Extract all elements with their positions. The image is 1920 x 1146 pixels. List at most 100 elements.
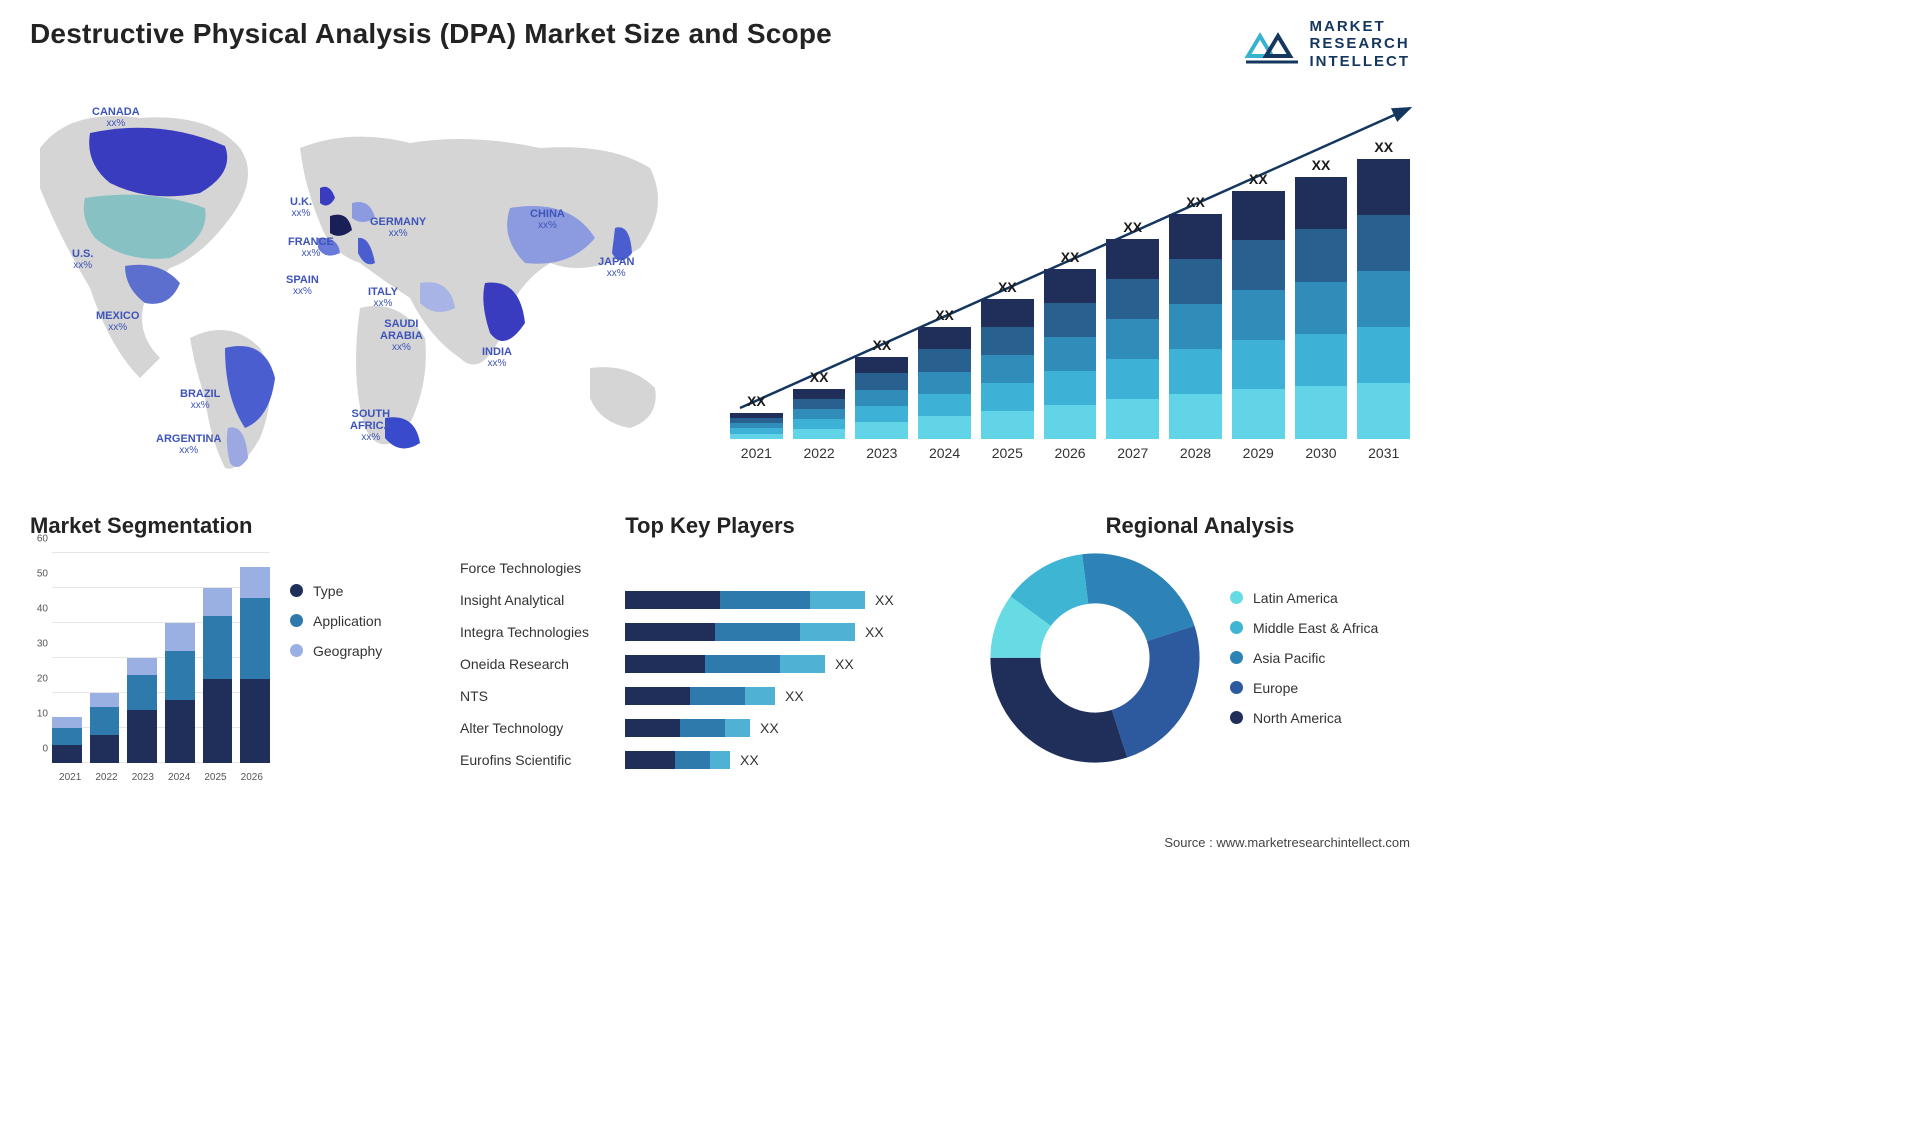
legend-swatch-icon	[1230, 681, 1243, 694]
player-bar	[625, 719, 750, 737]
seg-xlabel: 2026	[234, 772, 270, 783]
player-bar	[625, 655, 825, 673]
map-label: SOUTHAFRICAxx%	[350, 408, 392, 443]
map-label: MEXICOxx%	[96, 310, 139, 333]
growth-bar: XX2030	[1295, 157, 1348, 461]
player-row: Eurofins ScientificXX	[460, 745, 960, 775]
growth-bar-year: 2027	[1117, 445, 1148, 461]
players-title: Top Key Players	[460, 513, 960, 539]
growth-bar: XX 2028	[1169, 194, 1222, 461]
growth-bar-year: 2024	[929, 445, 960, 461]
logo-icon	[1244, 22, 1300, 66]
map-label: FRANCExx%	[288, 236, 334, 259]
growth-bar: XX 2031	[1357, 139, 1410, 461]
world-map-panel: CANADAxx%U.S.xx%MEXICOxx%BRAZILxx%ARGENT…	[30, 88, 690, 483]
regional-title: Regional Analysis	[990, 513, 1410, 539]
legend-label: Asia Pacific	[1253, 650, 1325, 666]
legend-label: Europe	[1253, 680, 1298, 696]
seg-ytick: 30	[37, 638, 48, 649]
player-row: Integra TechnologiesXX	[460, 617, 960, 647]
seg-xlabel: 2021	[52, 772, 88, 783]
player-value: XX	[835, 656, 854, 672]
seg-ytick: 60	[37, 533, 48, 544]
legend-label: Type	[313, 583, 343, 599]
page-title: Destructive Physical Analysis (DPA) Mark…	[30, 18, 832, 50]
growth-bar: XX 2022	[793, 369, 846, 461]
growth-bar-value: XX	[1374, 139, 1393, 155]
legend-label: Application	[313, 613, 382, 629]
player-row: Insight AnalyticalXX	[460, 585, 960, 615]
growth-bar-year: 2021	[741, 445, 772, 461]
regional-legend: Latin America Middle East & Africa Asia Pa…	[1230, 590, 1378, 726]
growth-bar-value: XX	[747, 393, 766, 409]
brand-logo: MARKET RESEARCH INTELLECT	[1244, 18, 1411, 70]
player-bar	[625, 623, 855, 641]
legend-item: Geography	[290, 643, 382, 659]
segmentation-panel: Market Segmentation 0102030405060 202120…	[30, 513, 430, 783]
seg-ytick: 20	[37, 673, 48, 684]
player-row: Oneida ResearchXX	[460, 649, 960, 679]
growth-bar-year: 2030	[1305, 445, 1336, 461]
legend-item: Middle East & Africa	[1230, 620, 1378, 636]
legend-item: North America	[1230, 710, 1378, 726]
map-label: ARGENTINAxx%	[156, 433, 221, 456]
map-label: JAPANxx%	[598, 256, 634, 279]
player-value: XX	[865, 624, 884, 640]
legend-swatch-icon	[290, 614, 303, 627]
seg-ytick: 50	[37, 568, 48, 579]
legend-swatch-icon	[1230, 651, 1243, 664]
growth-bar-year: 2022	[804, 445, 835, 461]
legend-swatch-icon	[290, 584, 303, 597]
growth-bar: XX 2029	[1232, 171, 1285, 461]
growth-bar-value: XX	[935, 307, 954, 323]
growth-bar-value: XX	[872, 337, 891, 353]
growth-bar-year: 2023	[866, 445, 897, 461]
map-label: CHINAxx%	[530, 208, 565, 231]
player-value: XX	[760, 720, 779, 736]
seg-bar	[165, 623, 195, 763]
legend-label: Geography	[313, 643, 382, 659]
growth-bar-year: 2029	[1243, 445, 1274, 461]
map-label: INDIAxx%	[482, 346, 512, 369]
growth-bar: XX 2025	[981, 279, 1034, 461]
player-row: Force Technologies	[460, 553, 960, 583]
growth-bar-year: 2028	[1180, 445, 1211, 461]
legend-label: Latin America	[1253, 590, 1338, 606]
map-label: CANADAxx%	[92, 106, 140, 129]
growth-bar-value: XX	[1249, 171, 1268, 187]
legend-item: Application	[290, 613, 382, 629]
legend-item: Type	[290, 583, 382, 599]
map-label: ITALYxx%	[368, 286, 398, 309]
seg-xlabel: 2022	[88, 772, 124, 783]
growth-chart: XX2021XX2022XX2023XX2024XX2025XX2026XX20…	[730, 88, 1410, 483]
seg-ytick: 40	[37, 603, 48, 614]
segmentation-title: Market Segmentation	[30, 513, 430, 539]
player-name: Eurofins Scientific	[460, 752, 625, 768]
growth-bar-value: XX	[1123, 219, 1142, 235]
legend-label: Middle East & Africa	[1253, 620, 1378, 636]
player-value: XX	[785, 688, 804, 704]
seg-xlabel: 2025	[197, 772, 233, 783]
player-bar	[625, 687, 775, 705]
player-name: NTS	[460, 688, 625, 704]
player-name: Force Technologies	[460, 560, 625, 576]
legend-item: Europe	[1230, 680, 1378, 696]
player-name: Alter Technology	[460, 720, 625, 736]
seg-ytick: 10	[37, 708, 48, 719]
map-label: BRAZILxx%	[180, 388, 220, 411]
growth-bar: XX 2027	[1106, 219, 1159, 461]
player-value: XX	[875, 592, 894, 608]
logo-line2: RESEARCH	[1310, 35, 1411, 52]
growth-bar-year: 2025	[992, 445, 1023, 461]
growth-bar-year: 2031	[1368, 445, 1399, 461]
growth-bar-value: XX	[998, 279, 1017, 295]
seg-bar	[127, 658, 157, 763]
legend-item: Latin America	[1230, 590, 1378, 606]
growth-bar-value: XX	[810, 369, 829, 385]
growth-bar-value: XX	[1186, 194, 1205, 210]
player-row: NTS XX	[460, 681, 960, 711]
map-label: SAUDIARABIAxx%	[380, 318, 423, 353]
regional-panel: Regional Analysis Latin America Middle Ea…	[990, 513, 1410, 783]
legend-swatch-icon	[290, 644, 303, 657]
map-label: GERMANYxx%	[370, 216, 426, 239]
